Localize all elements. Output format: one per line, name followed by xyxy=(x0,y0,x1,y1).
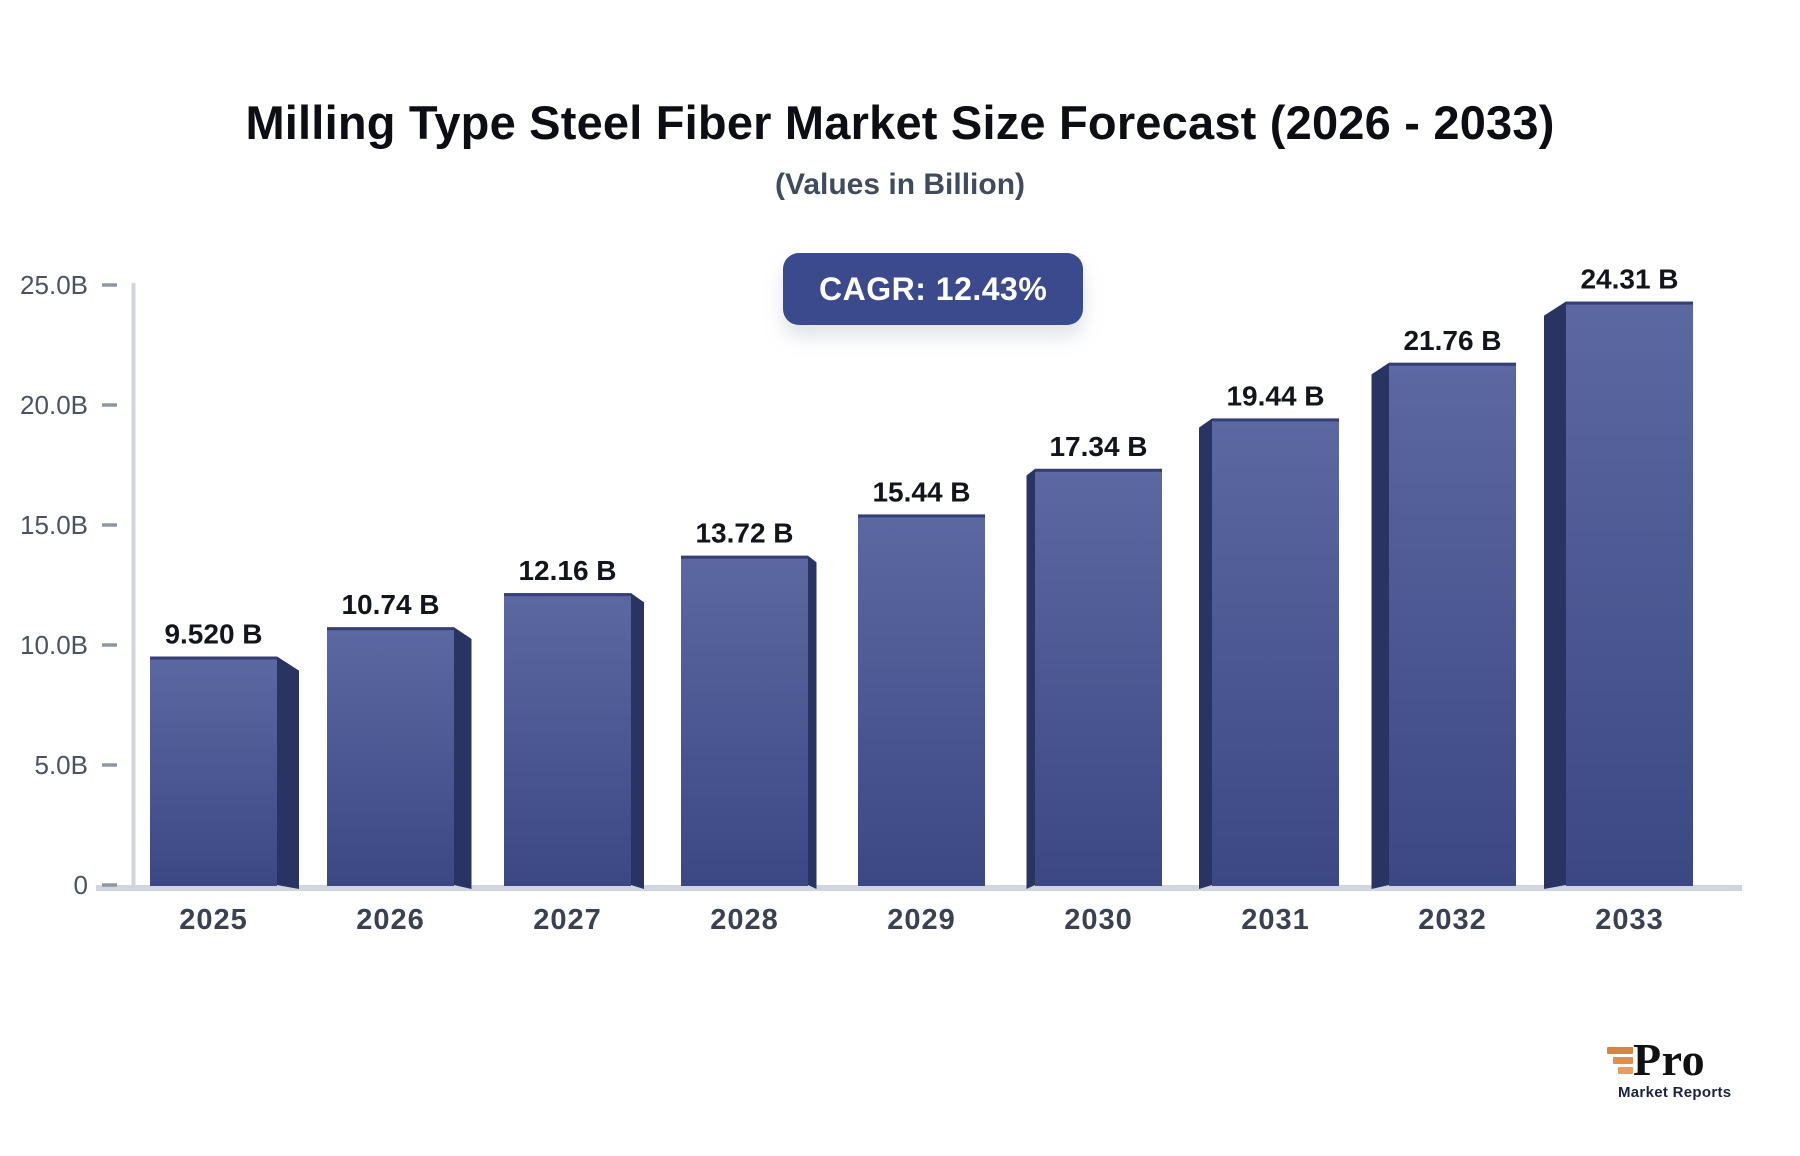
x-axis-label: 2029 xyxy=(887,904,956,936)
bar-2032 xyxy=(1389,362,1516,886)
bar-top-edge xyxy=(1035,468,1162,472)
bar-side-face xyxy=(1544,301,1566,889)
bar-value-label: 10.74 B xyxy=(341,589,439,620)
bar-value-label: 19.44 B xyxy=(1226,380,1324,411)
bar-2028 xyxy=(681,555,808,886)
bar-side-face xyxy=(1371,362,1389,889)
bar-2027 xyxy=(504,593,631,886)
x-axis-label: 2028 xyxy=(710,904,779,936)
bar-value-label: 24.31 B xyxy=(1580,264,1678,295)
logo-speed-lines-icon xyxy=(1606,1047,1633,1077)
bar-2030 xyxy=(1035,468,1162,886)
bar-2033 xyxy=(1566,301,1693,886)
bar-top-edge xyxy=(1566,301,1693,305)
bar-side-face xyxy=(277,656,299,889)
bar-side-face xyxy=(1026,468,1035,889)
bar-side-face xyxy=(631,593,644,889)
x-axis-label: 2032 xyxy=(1418,904,1487,936)
cagr-badge-label: CAGR: 12.43% xyxy=(819,271,1048,307)
bar-2029 xyxy=(858,514,985,886)
x-axis-label: 2030 xyxy=(1064,904,1133,936)
x-axis-baseline xyxy=(96,885,1742,891)
bar-top-edge xyxy=(858,514,985,518)
bar-top-edge xyxy=(1389,362,1516,366)
y-tick-label: 25.0B xyxy=(20,270,88,300)
bar-top-edge xyxy=(150,656,277,660)
bar-value-label: 21.76 B xyxy=(1403,325,1501,356)
bar-top-edge xyxy=(681,555,808,559)
logo-tagline: Market Reports xyxy=(1618,1084,1732,1101)
bar-value-label: 17.34 B xyxy=(1049,431,1147,462)
logo-row: Pro xyxy=(1606,1034,1786,1085)
y-tick-label: 15.0B xyxy=(20,510,88,540)
bar-side-face xyxy=(808,555,817,889)
x-axis-label: 2033 xyxy=(1595,904,1664,936)
bar-value-label: 13.72 B xyxy=(695,518,793,549)
y-tick-label: 0 xyxy=(74,870,88,900)
y-tick-label: 5.0B xyxy=(35,750,89,780)
bar-side-face xyxy=(454,627,472,889)
x-axis-label: 2031 xyxy=(1241,904,1310,936)
bar-2025 xyxy=(150,656,277,886)
bar-value-label: 15.44 B xyxy=(872,476,970,507)
y-tick-label: 20.0B xyxy=(20,390,88,420)
cagr-badge: CAGR: 12.43% xyxy=(783,253,1084,325)
y-axis-line xyxy=(131,283,136,891)
x-axis-label: 2025 xyxy=(179,904,248,936)
y-tick-label: 10.0B xyxy=(20,630,88,660)
x-axis-label: 2027 xyxy=(533,904,602,936)
chart-subtitle: (Values in Billion) xyxy=(774,168,1026,201)
x-axis-label: 2026 xyxy=(356,904,425,936)
bar-value-label: 12.16 B xyxy=(518,555,616,586)
bar-value-label: 9.520 B xyxy=(164,619,262,650)
bar-top-edge xyxy=(504,593,631,597)
bar-side-face xyxy=(1199,418,1212,889)
chart-title: Milling Type Steel Fiber Market Size For… xyxy=(245,96,1555,149)
bar-top-edge xyxy=(327,627,454,631)
brand-logo: Pro Market Reports xyxy=(1606,1034,1786,1101)
bar-top-edge xyxy=(1212,418,1339,422)
bar-2026 xyxy=(327,627,454,886)
bar-2031 xyxy=(1212,418,1339,886)
logo-wordmark: Pro xyxy=(1633,1034,1706,1085)
